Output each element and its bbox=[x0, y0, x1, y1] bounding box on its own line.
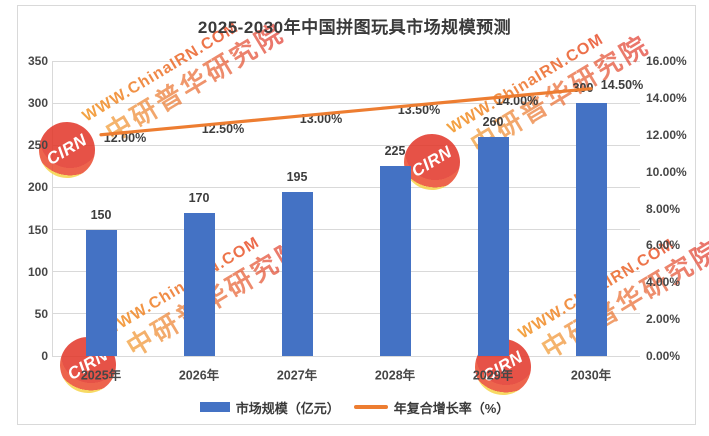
bar-value-label: 195 bbox=[286, 169, 308, 184]
right-axis-tick: 6.00% bbox=[646, 238, 681, 253]
legend-label: 年复合增长率（%） bbox=[393, 400, 510, 416]
right-axis-tick: 12.00% bbox=[646, 127, 687, 142]
legend-line-swatch bbox=[353, 405, 388, 409]
left-axis-tick: 300 bbox=[27, 96, 48, 111]
right-axis-tick: 14.00% bbox=[646, 90, 687, 105]
left-axis-tick: 150 bbox=[27, 222, 48, 237]
gridline bbox=[52, 144, 640, 146]
chart-title: 2025-2030年中国拼图玩具市场规模预测 bbox=[197, 18, 512, 37]
bar-year-2026 bbox=[183, 212, 215, 356]
bar-year-2028 bbox=[379, 166, 411, 356]
x-axis-label: 2025年 bbox=[80, 368, 122, 383]
growth-rate-label: 14.00% bbox=[495, 93, 539, 108]
bar-value-label: 150 bbox=[90, 207, 112, 222]
gridline bbox=[52, 271, 640, 273]
x-axis-label: 2026年 bbox=[178, 368, 220, 383]
left-axis-tick: 350 bbox=[27, 54, 48, 68]
gridline bbox=[52, 313, 640, 315]
right-axis-tick: 10.00% bbox=[646, 164, 687, 179]
gridline bbox=[52, 60, 640, 62]
right-axis-tick: 16.00% bbox=[646, 54, 687, 68]
growth-rate-label: 13.00% bbox=[299, 112, 343, 127]
chart-legend: 市场规模（亿元） 年复合增长率（%） bbox=[0, 398, 709, 416]
right-axis-tick: 0.00% bbox=[646, 349, 681, 363]
legend-label: 市场规模（亿元） bbox=[235, 400, 340, 416]
x-axis-label: 2028年 bbox=[374, 368, 416, 383]
gridline bbox=[52, 186, 640, 188]
bar-value-label: 260 bbox=[482, 114, 504, 129]
left-axis-tick: 100 bbox=[27, 264, 48, 279]
legend-bar-swatch bbox=[199, 402, 230, 412]
left-axis-tick: 50 bbox=[34, 306, 48, 321]
growth-rate-label: 13.50% bbox=[397, 103, 441, 118]
left-axis-tick: 200 bbox=[27, 180, 48, 195]
legend-item-cagr: 年复合增长率（%） bbox=[353, 398, 510, 417]
right-axis-tick: 8.00% bbox=[646, 201, 681, 216]
x-axis-label: 2027年 bbox=[276, 368, 318, 383]
x-axis-label: 2029年 bbox=[472, 368, 514, 383]
gridline bbox=[52, 229, 640, 231]
bar-value-label: 300 bbox=[572, 81, 594, 96]
legend-item-market-size: 市场规模（亿元） bbox=[199, 398, 340, 417]
bar-year-2027 bbox=[281, 191, 313, 356]
bar-year-2029 bbox=[477, 136, 509, 356]
growth-rate-label: 12.50% bbox=[201, 121, 245, 136]
bar-value-label: 225 bbox=[384, 144, 406, 159]
gridline bbox=[52, 355, 640, 357]
right-axis-tick: 4.00% bbox=[646, 275, 681, 290]
growth-rate-label: 12.00% bbox=[103, 130, 147, 145]
left-axis-tick: 250 bbox=[27, 138, 48, 153]
left-axis-line bbox=[52, 61, 53, 356]
growth-rate-label: 14.50% bbox=[600, 77, 644, 92]
bar-year-2025 bbox=[85, 229, 117, 356]
bar-value-label: 170 bbox=[188, 190, 210, 205]
right-axis-tick: 2.00% bbox=[646, 312, 681, 327]
bar-year-2030 bbox=[575, 103, 607, 356]
left-axis-tick: 0 bbox=[41, 349, 48, 363]
x-axis-label: 2030年 bbox=[570, 368, 612, 383]
